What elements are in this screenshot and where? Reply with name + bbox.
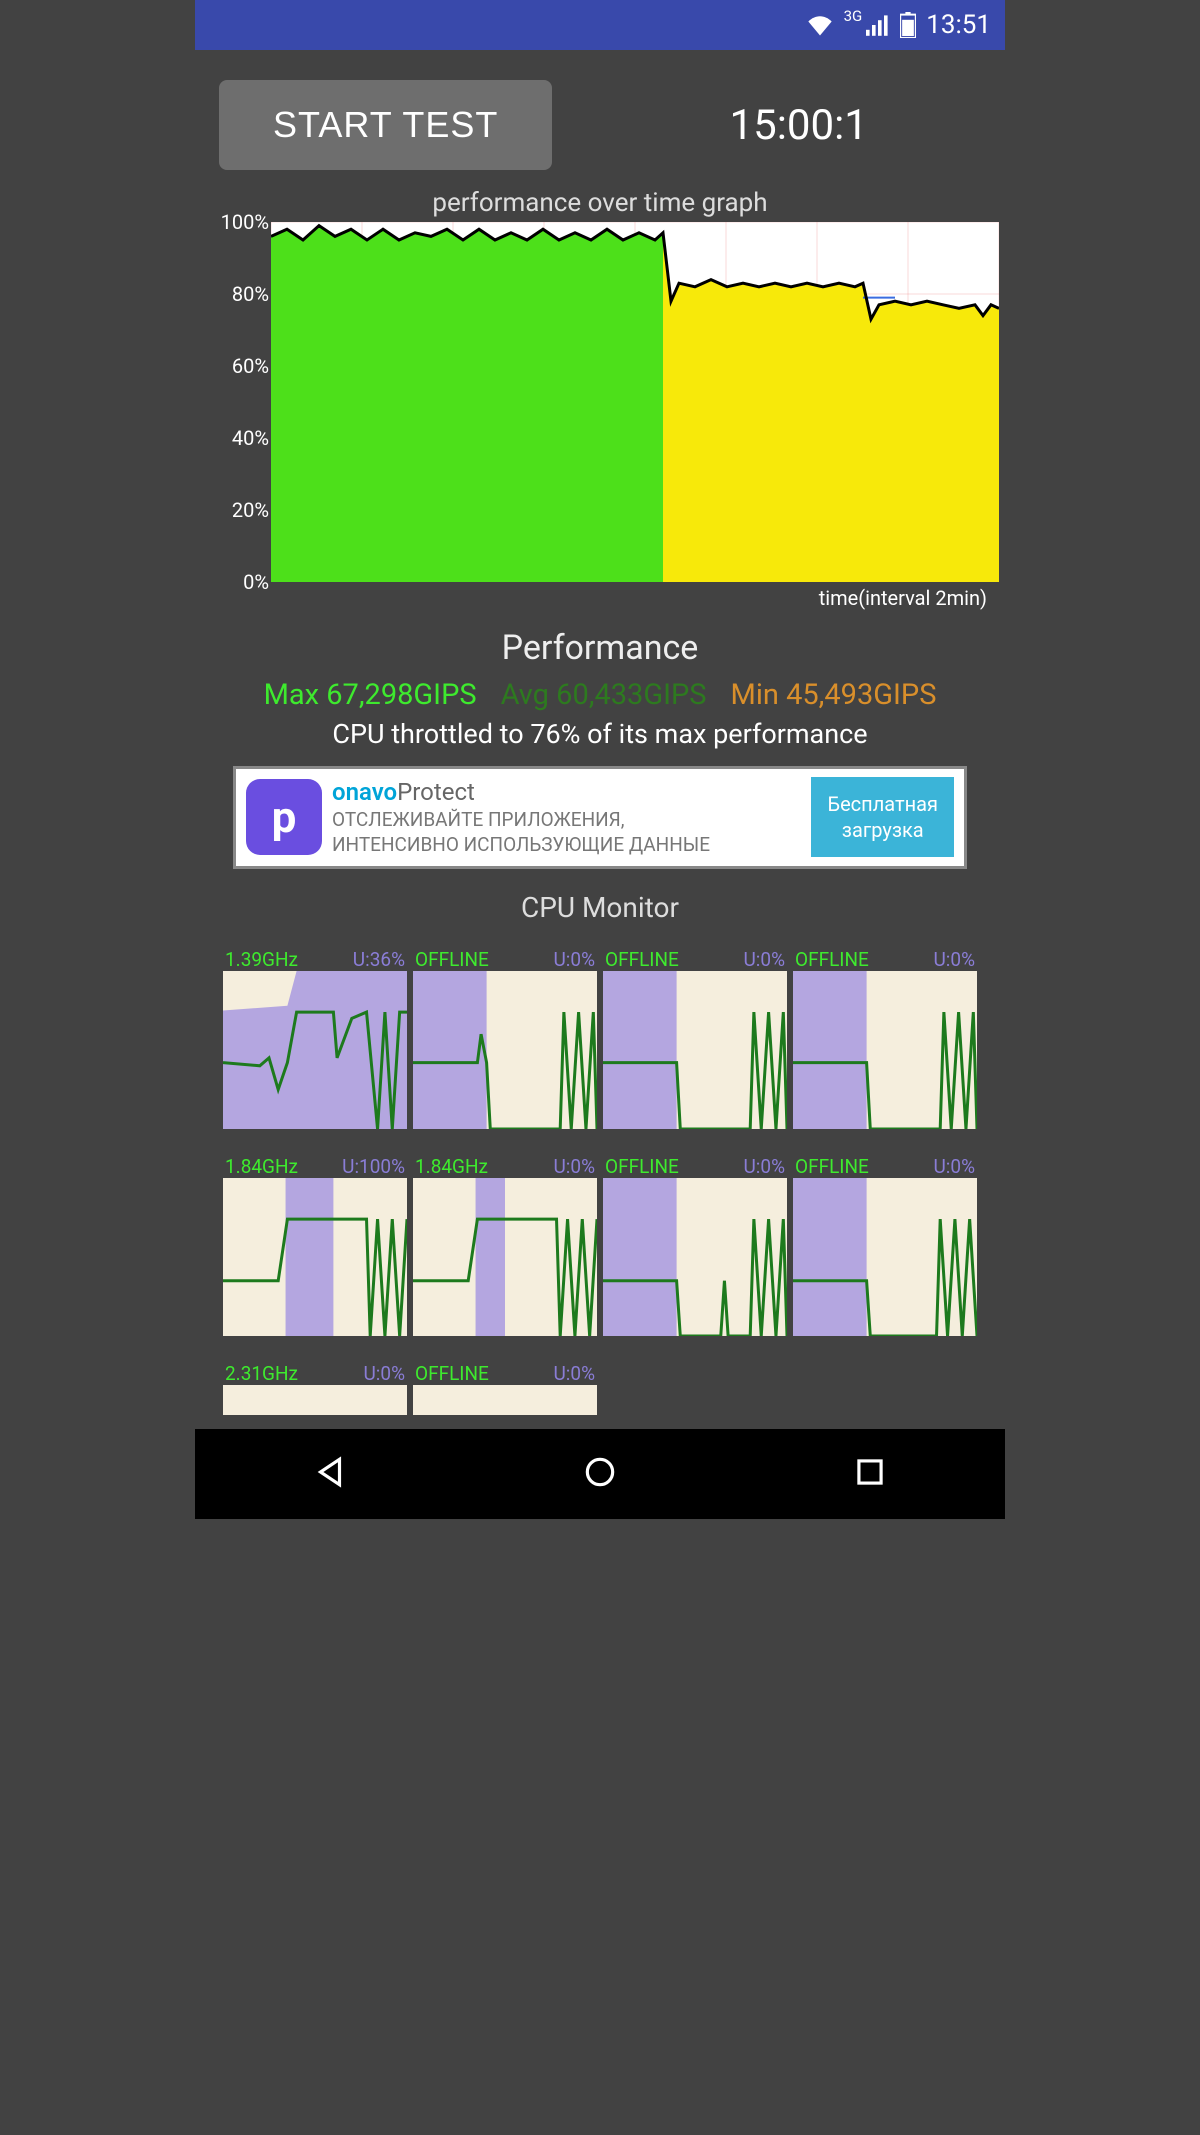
cpu-usage: U:0% [743, 948, 785, 971]
cpu-core-1: OFFLINE U:0% [413, 928, 597, 1129]
cpu-core-partial-1: OFFLINE U:0% [413, 1342, 597, 1415]
cpu-usage: U:0% [933, 1155, 975, 1178]
performance-chart: 100%80%60%40%20%0% time(interval 2min) [195, 222, 1005, 622]
cpu-core-7: OFFLINE U:0% [793, 1135, 977, 1336]
nav-recent-button[interactable] [851, 1453, 889, 1495]
cpu-monitor-grid: 1.39GHzU:36%OFFLINEU:0%OFFLINEU:0%OFFLIN… [195, 928, 1005, 1415]
cpu-monitor-title: CPU Monitor [195, 891, 1005, 924]
cpu-core-3: OFFLINE U:0% [793, 928, 977, 1129]
nav-back-button[interactable] [311, 1453, 349, 1495]
cpu-freq: OFFLINE [415, 948, 489, 971]
start-test-button[interactable]: START TEST [219, 80, 552, 170]
perf-min: Min 45,493GIPS [731, 678, 937, 712]
cpu-freq: 1.84GHz [225, 1155, 298, 1178]
cpu-core-partial-0: 2.31GHz U:0% [223, 1342, 407, 1415]
status-bar: 3G 13:51 [195, 0, 1005, 50]
throttle-text: CPU throttled to 76% of its max performa… [195, 718, 1005, 750]
cpu-usage: U:0% [553, 1155, 595, 1178]
cpu-usage: U:0% [553, 948, 595, 971]
cpu-freq: OFFLINE [795, 948, 869, 971]
status-time: 13:51 [926, 10, 991, 40]
perf-avg: Avg 60,433GIPS [501, 678, 707, 712]
signal-icon [866, 14, 890, 36]
perf-chart-title: performance over time graph [195, 188, 1005, 218]
cpu-freq: 2.31GHz [225, 1362, 298, 1385]
cpu-usage: U:0% [933, 948, 975, 971]
cpu-usage: U:0% [743, 1155, 785, 1178]
cpu-freq: OFFLINE [795, 1155, 869, 1178]
performance-title: Performance [195, 628, 1005, 668]
cpu-usage: U:0% [553, 1362, 595, 1385]
cpu-core-2: OFFLINE U:0% [603, 928, 787, 1129]
performance-stats: Performance Max 67,298GIPS Avg 60,433GIP… [195, 628, 1005, 750]
android-nav-bar [195, 1429, 1005, 1519]
cpu-core-6: OFFLINE U:0% [603, 1135, 787, 1336]
perf-chart-y-axis: 100%80%60%40%20%0% [201, 222, 271, 582]
cpu-freq: OFFLINE [605, 1155, 679, 1178]
cpu-usage: U:100% [342, 1155, 405, 1178]
cpu-core-0: 1.39GHz U:36% [223, 928, 407, 1129]
perf-chart-x-label: time(interval 2min) [201, 582, 999, 622]
wifi-icon [806, 14, 834, 36]
network-type: 3G [844, 7, 863, 25]
cpu-freq: 1.84GHz [415, 1155, 488, 1178]
battery-icon [900, 12, 916, 38]
cpu-freq: OFFLINE [605, 948, 679, 971]
top-controls: START TEST 15:00:1 [195, 50, 1005, 188]
cpu-freq: 1.39GHz [225, 948, 298, 971]
ad-icon: p [246, 779, 322, 855]
ad-download-button[interactable]: Бесплатная загрузка [811, 777, 954, 857]
perf-max: Max 67,298GIPS [264, 678, 477, 712]
cpu-usage: U:0% [363, 1362, 405, 1385]
cpu-freq: OFFLINE [415, 1362, 489, 1385]
nav-home-button[interactable] [581, 1453, 619, 1495]
perf-chart-area [271, 222, 999, 582]
test-timer: 15:00:1 [616, 101, 981, 150]
ad-text: onavoProtect ОТСЛЕЖИВАЙТЕ ПРИЛОЖЕНИЯ, ИН… [332, 777, 801, 858]
cpu-core-5: 1.84GHz U:0% [413, 1135, 597, 1336]
cpu-usage: U:36% [353, 948, 405, 971]
ad-banner[interactable]: p onavoProtect ОТСЛЕЖИВАЙТЕ ПРИЛОЖЕНИЯ, … [233, 766, 967, 869]
cpu-core-4: 1.84GHz U:100% [223, 1135, 407, 1336]
